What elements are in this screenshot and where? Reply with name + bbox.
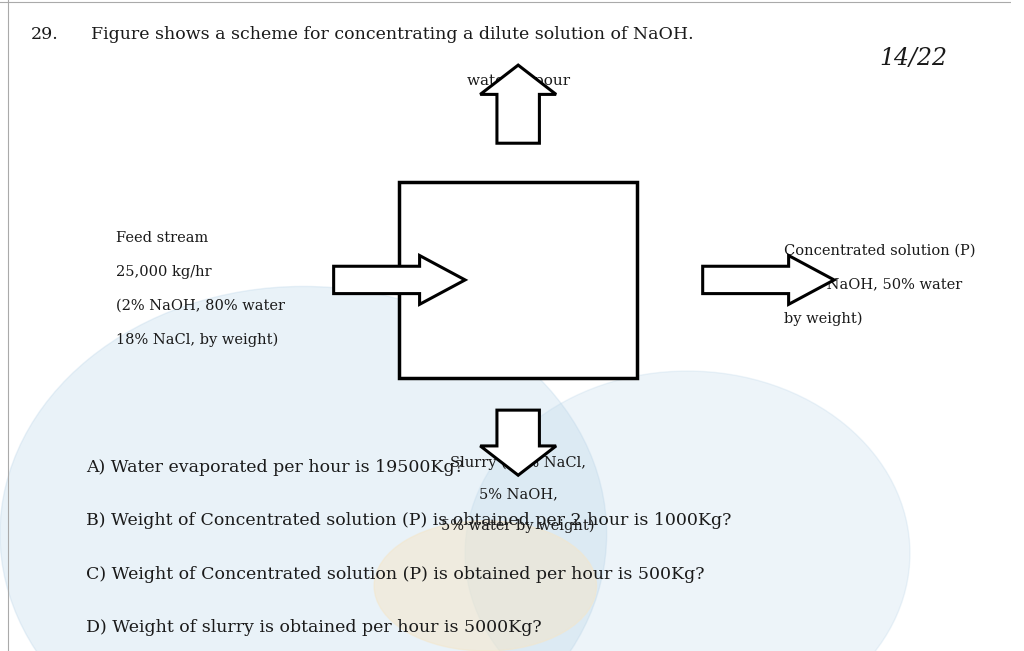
Polygon shape — [480, 65, 556, 143]
Ellipse shape — [0, 286, 606, 651]
Text: 14/22: 14/22 — [879, 47, 947, 70]
Text: 25,000 kg/hr: 25,000 kg/hr — [117, 265, 212, 279]
Text: Slurry (90% NaCl,: Slurry (90% NaCl, — [451, 456, 586, 470]
Text: Concentrated solution (P): Concentrated solution (P) — [783, 244, 975, 258]
Text: (50% NaOH, 50% water: (50% NaOH, 50% water — [783, 278, 962, 292]
Text: (2% NaOH, 80% water: (2% NaOH, 80% water — [117, 299, 286, 313]
Polygon shape — [702, 256, 835, 305]
Polygon shape — [334, 256, 465, 305]
Text: D) Weight of slurry is obtained per hour is 5000Kg?: D) Weight of slurry is obtained per hour… — [86, 619, 542, 636]
FancyBboxPatch shape — [819, 16, 1006, 104]
Text: A) Water evaporated per hour is 19500Kg?: A) Water evaporated per hour is 19500Kg? — [86, 459, 464, 476]
Polygon shape — [480, 410, 556, 475]
Text: 29.: 29. — [31, 26, 58, 43]
Bar — [399, 182, 637, 378]
Ellipse shape — [465, 371, 910, 651]
Text: 5% water by weight): 5% water by weight) — [441, 518, 595, 533]
Text: by weight): by weight) — [783, 312, 862, 326]
Text: 5% NaOH,: 5% NaOH, — [479, 487, 558, 501]
Text: Feed stream: Feed stream — [117, 231, 209, 245]
Text: Figure shows a scheme for concentrating a dilute solution of NaOH.: Figure shows a scheme for concentrating … — [91, 26, 693, 43]
Text: water vapour: water vapour — [467, 74, 569, 88]
Text: B) Weight of Concentrated solution (P) is obtained per 2 hour is 1000Kg?: B) Weight of Concentrated solution (P) i… — [86, 512, 731, 529]
Ellipse shape — [374, 521, 597, 651]
Text: C) Weight of Concentrated solution (P) is obtained per hour is 500Kg?: C) Weight of Concentrated solution (P) i… — [86, 566, 705, 583]
Text: 18% NaCl, by weight): 18% NaCl, by weight) — [117, 333, 279, 347]
